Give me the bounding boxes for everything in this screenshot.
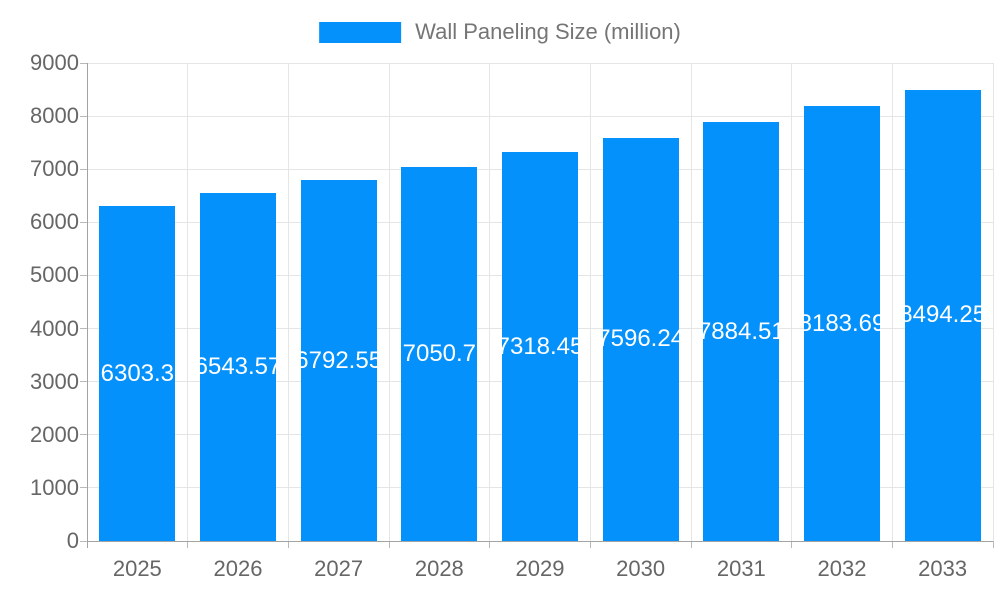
bar-value-label: 8494.25 [904,301,981,329]
bar-value-label: 7596.24 [602,325,679,353]
bar-value-label: 8183.69 [804,309,880,337]
bar[interactable]: 7596.24 [602,137,679,541]
x-axis-line [87,541,993,542]
x-tick [489,541,491,548]
x-axis-label: 2031 [716,556,766,581]
x-tick [891,541,893,548]
y-tick-label: 7000 [30,156,79,182]
x-axis-label: 2032 [817,556,867,581]
bar[interactable]: 8494.25 [904,89,981,541]
y-tick [80,115,87,117]
bar[interactable]: 7884.51 [703,122,780,541]
legend-swatch [319,21,402,43]
x-axis-label: 2030 [616,556,666,581]
y-tick [80,274,87,276]
v-gridline [187,63,189,541]
x-axis-label: 2029 [515,556,565,581]
v-gridline [589,63,591,541]
y-tick-label: 5000 [30,262,79,288]
bar[interactable]: 6303.3 [99,206,176,541]
y-tick [80,540,87,542]
x-tick [589,541,591,548]
y-tick-label: 3000 [30,368,79,394]
h-gridline [87,62,993,64]
y-axis-line [87,63,88,548]
y-tick-label: 1000 [30,474,79,500]
x-axis-label: 2026 [213,556,263,581]
x-axis-label: 2033 [918,556,968,581]
h-gridline [87,115,993,117]
bar-value-label: 7050.7 [402,339,477,367]
v-gridline [891,63,893,541]
v-gridline [489,63,491,541]
bar-value-label: 7318.45 [502,332,578,360]
x-axis-label: 2028 [414,556,464,581]
y-tick-label: 2000 [30,421,79,447]
x-tick [690,541,692,548]
y-tick [80,168,87,170]
legend[interactable]: Wall Paneling Size (million) [319,21,681,43]
bar-value-label: 6543.57 [200,353,276,381]
v-gridline [388,63,390,541]
bar-value-label: 6303.3 [100,359,175,387]
y-tick [80,487,87,489]
x-tick [791,541,793,548]
y-tick-label: 6000 [30,209,79,235]
y-tick-label: 4000 [30,315,79,341]
x-tick [388,541,390,548]
x-tick [287,541,289,548]
y-tick-label: 9000 [30,50,79,75]
y-tick [80,381,87,383]
bar[interactable]: 6543.57 [200,193,276,541]
x-tick [992,541,994,548]
y-tick-label: 8000 [30,103,79,129]
bar-value-label: 7884.51 [703,317,780,345]
bar-value-label: 6792.55 [300,346,377,374]
y-tick [80,62,87,64]
v-gridline [690,63,692,541]
y-tick [80,434,87,436]
bar[interactable]: 6792.55 [300,180,377,541]
y-tick-label: 0 [66,528,79,553]
bar[interactable]: 8183.69 [804,106,880,541]
bar[interactable]: 7050.7 [401,166,478,541]
x-axis-label: 2027 [314,556,364,581]
y-tick [80,221,87,223]
x-axis-label: 2025 [112,556,162,581]
v-gridline [791,63,793,541]
x-tick [187,541,189,548]
legend-label: Wall Paneling Size (million) [415,19,681,44]
bar[interactable]: 7318.45 [502,152,578,541]
v-gridline [992,63,994,541]
y-tick [80,328,87,330]
v-gridline [287,63,289,541]
